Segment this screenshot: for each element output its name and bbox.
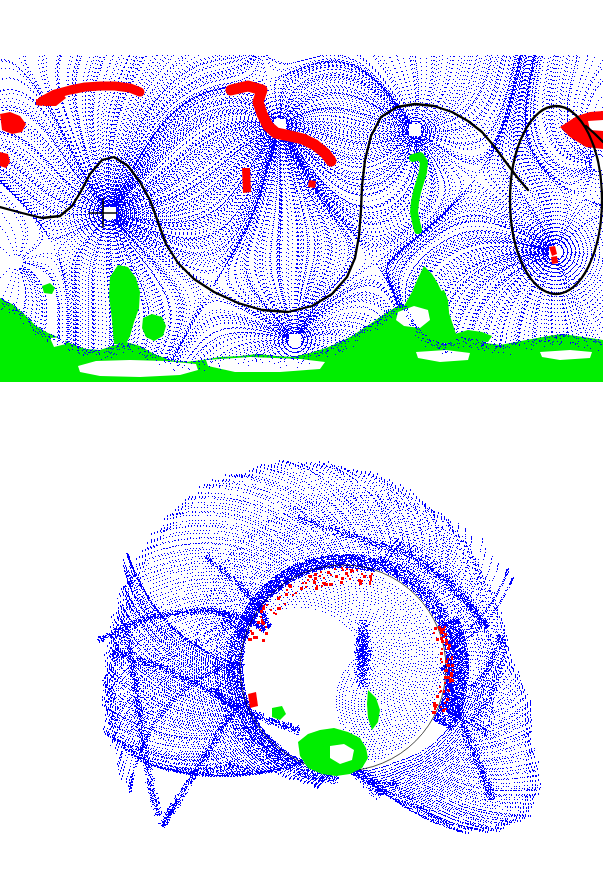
sphere-field-line-view (0, 437, 603, 877)
synoptic-field-line-map (0, 55, 603, 382)
